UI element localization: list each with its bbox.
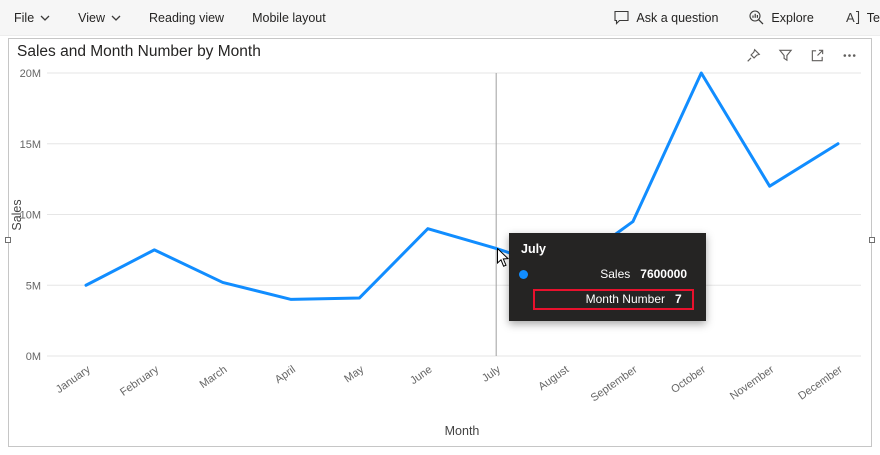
x-tick-label: July bbox=[480, 363, 503, 384]
menu-file-label: File bbox=[14, 10, 35, 25]
text-box-label: Te bbox=[866, 10, 880, 25]
explore-label: Explore bbox=[771, 10, 814, 25]
x-tick-label: June bbox=[408, 364, 434, 388]
series-marker-dot bbox=[519, 270, 528, 279]
more-options-icon[interactable] bbox=[842, 48, 857, 63]
chevron-down-icon bbox=[40, 15, 50, 21]
y-tick-label: 5M bbox=[26, 280, 41, 292]
menu-mobile-layout[interactable]: Mobile layout bbox=[252, 11, 326, 25]
menu-mobile-layout-label: Mobile layout bbox=[252, 10, 326, 25]
text-box-button[interactable]: A Te bbox=[844, 9, 880, 26]
x-tick-label: September bbox=[589, 363, 640, 404]
visual-header-icons bbox=[746, 48, 857, 63]
resize-handle-right[interactable] bbox=[869, 237, 875, 243]
menu-view[interactable]: View bbox=[78, 11, 121, 25]
focus-mode-icon[interactable] bbox=[810, 48, 825, 63]
x-tick-label: October bbox=[669, 363, 708, 395]
x-tick-label: August bbox=[536, 364, 571, 393]
menu-view-label: View bbox=[78, 10, 106, 25]
x-tick-label: November bbox=[728, 363, 777, 402]
tooltip-row-label: Month Number bbox=[585, 292, 665, 306]
x-tick-label: December bbox=[796, 363, 845, 402]
y-tick-label: 0M bbox=[26, 351, 41, 363]
series-marker-spacer bbox=[519, 295, 528, 304]
ask-a-question-label: Ask a question bbox=[636, 10, 719, 25]
tooltip-rows: Sales 7600000 Month Number 7 bbox=[519, 264, 694, 310]
y-tick-label: 15M bbox=[20, 139, 41, 151]
menu-reading-view-label: Reading view bbox=[149, 10, 225, 25]
menu-bar: File View Reading view Mobile layout Ask… bbox=[0, 0, 880, 36]
x-tick-label: March bbox=[198, 364, 230, 391]
tooltip-row: Sales 7600000 bbox=[519, 264, 694, 285]
filter-icon[interactable] bbox=[778, 48, 793, 63]
pin-icon[interactable] bbox=[746, 48, 761, 63]
tooltip-row-value: 7600000 bbox=[640, 267, 687, 281]
visual-title: Sales and Month Number by Month bbox=[17, 43, 261, 60]
ask-a-question-button[interactable]: Ask a question bbox=[613, 9, 718, 26]
explore-icon bbox=[749, 10, 764, 25]
tooltip: July Sales 7600000 Month Number 7 bbox=[509, 233, 706, 321]
tooltip-title: July bbox=[521, 242, 547, 256]
x-tick-label: April bbox=[273, 364, 298, 386]
menu-reading-view[interactable]: Reading view bbox=[149, 11, 224, 25]
x-tick-label: January bbox=[54, 363, 93, 396]
tooltip-row: Month Number 7 bbox=[519, 289, 694, 310]
x-axis-title: Month bbox=[445, 424, 480, 438]
menu-file[interactable]: File bbox=[14, 11, 50, 25]
text-box-icon: A bbox=[846, 10, 859, 25]
tooltip-row-label: Sales bbox=[600, 267, 631, 281]
chart-visual-container[interactable]: Sales and Month Number by Month 0M 5M 10M 1… bbox=[5, 38, 875, 447]
chevron-down-icon bbox=[111, 15, 121, 21]
svg-text:A: A bbox=[846, 10, 855, 25]
mouse-cursor bbox=[497, 248, 510, 267]
month-number-highlight-box: Month Number 7 bbox=[533, 289, 694, 310]
speech-bubble-icon bbox=[614, 10, 629, 25]
y-axis-title: Sales bbox=[10, 199, 24, 230]
y-tick-label: 20M bbox=[20, 68, 41, 80]
x-tick-label: May bbox=[342, 363, 366, 385]
resize-handle-left[interactable] bbox=[5, 237, 11, 243]
x-tick-label: February bbox=[118, 363, 161, 398]
menu-bar-right: Ask a question Explore A Te bbox=[583, 9, 880, 26]
explore-button[interactable]: Explore bbox=[748, 9, 814, 26]
line-chart[interactable]: 0M 5M 10M 15M 20M January February March April Ma… bbox=[9, 67, 873, 447]
sales-line-series[interactable] bbox=[84, 71, 840, 301]
tooltip-row-content: Sales 7600000 bbox=[533, 264, 694, 285]
y-tick-label: 10M bbox=[20, 210, 41, 222]
tooltip-row-value: 7 bbox=[675, 292, 682, 306]
